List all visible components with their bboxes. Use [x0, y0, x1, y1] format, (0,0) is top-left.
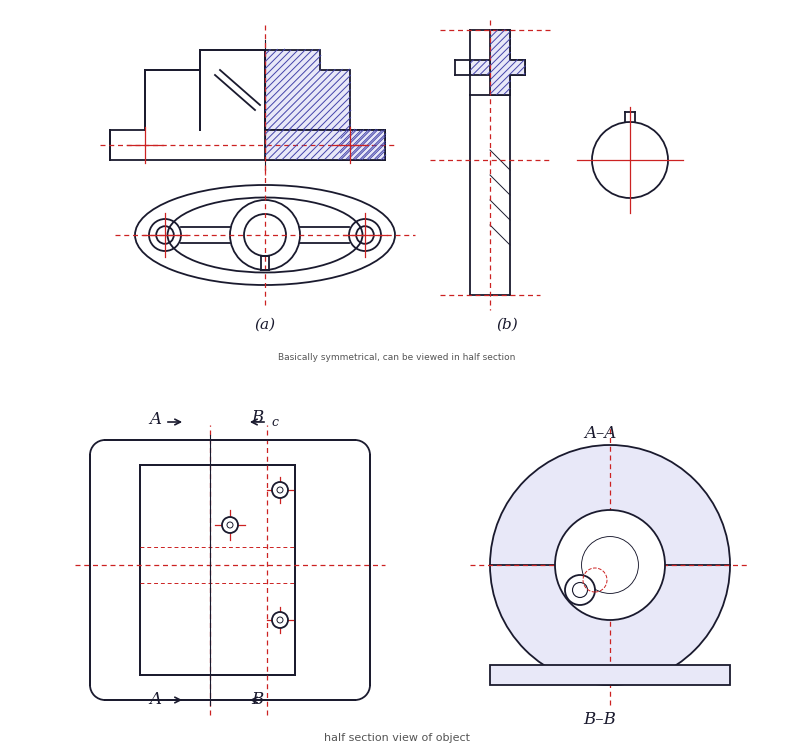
Bar: [140, 465, 295, 675]
Circle shape: [555, 510, 665, 620]
Circle shape: [572, 583, 588, 598]
Text: c: c: [272, 415, 279, 429]
Polygon shape: [265, 50, 350, 130]
Text: (b): (b): [496, 318, 518, 332]
Circle shape: [582, 537, 638, 593]
Text: (a): (a): [254, 318, 276, 332]
Polygon shape: [490, 30, 525, 95]
Text: B: B: [251, 409, 263, 427]
Text: Basically symmetrical, can be viewed in half section: Basically symmetrical, can be viewed in …: [279, 354, 515, 363]
Text: B: B: [251, 692, 263, 708]
Polygon shape: [265, 130, 385, 160]
Polygon shape: [340, 130, 385, 160]
Text: A: A: [149, 412, 161, 429]
Circle shape: [277, 487, 283, 493]
Text: half section view of object: half section view of object: [324, 733, 470, 743]
Text: A–A: A–A: [584, 424, 616, 442]
Circle shape: [272, 482, 288, 498]
Circle shape: [277, 617, 283, 623]
Circle shape: [222, 517, 238, 533]
Circle shape: [490, 445, 730, 685]
Polygon shape: [470, 60, 490, 75]
Circle shape: [272, 612, 288, 628]
Text: A: A: [149, 692, 161, 708]
Text: B–B: B–B: [584, 711, 616, 728]
Circle shape: [227, 522, 233, 528]
Circle shape: [582, 537, 638, 593]
Bar: [490, 665, 730, 685]
Circle shape: [565, 575, 595, 605]
